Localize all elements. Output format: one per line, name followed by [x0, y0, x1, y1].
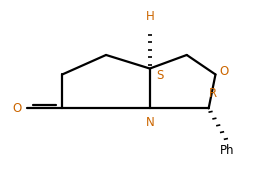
Text: R: R: [209, 88, 217, 101]
Text: H: H: [145, 10, 154, 23]
Text: O: O: [12, 102, 21, 115]
Text: S: S: [157, 69, 164, 82]
Text: Ph: Ph: [219, 144, 234, 157]
Text: O: O: [219, 65, 229, 78]
Text: N: N: [145, 116, 154, 129]
